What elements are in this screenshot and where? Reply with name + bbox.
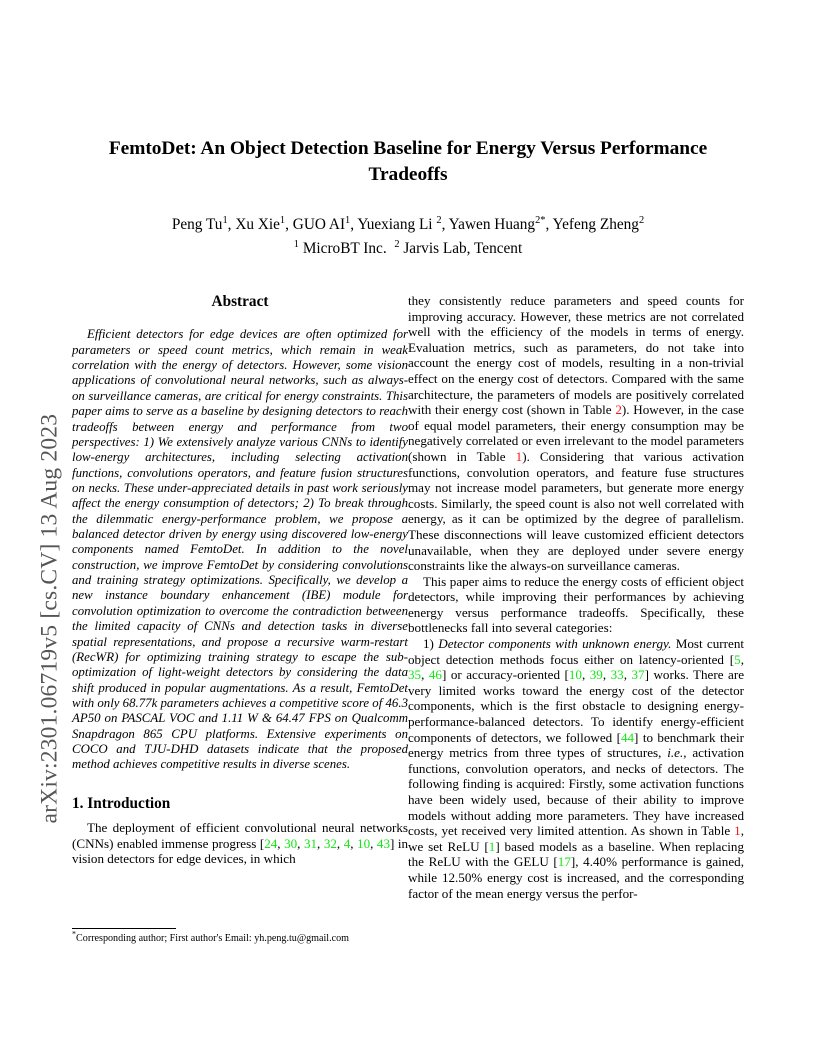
citation-link[interactable]: 5 <box>734 651 741 667</box>
left-column: Abstract Efficient detectors for edge de… <box>72 293 408 867</box>
introduction-paragraph: The deployment of efficient convolutiona… <box>72 820 409 867</box>
footnote-divider <box>72 928 176 929</box>
page-title: FemtoDet: An Object Detection Baseline f… <box>108 138 708 185</box>
right-column: they consistently reduce parameters and … <box>408 293 744 901</box>
para3-text-d: ] to benchmark their energy metrics from… <box>408 729 744 761</box>
para3-italic-lead: Detector components with unknown energy. <box>438 636 672 652</box>
para3-text-c: ] works. There are very limited works to… <box>408 667 745 745</box>
right-paragraph-2: This paper aims to reduce the energy cos… <box>408 573 744 636</box>
intro-text-a: The deployment of efficient convolutiona… <box>72 820 408 851</box>
introduction-heading: 1. Introduction <box>72 794 171 812</box>
para3-text-g: ] based models as a baseline. When repla… <box>408 838 744 870</box>
citation-link[interactable]: 4 <box>343 835 351 851</box>
citation-link[interactable]: 37 <box>631 667 645 683</box>
table-reference-link[interactable]: 1 <box>515 448 523 464</box>
para3-text-h: ], 4.40% performance is gained, while 12… <box>408 854 744 901</box>
footnote-text: *Corresponding author; First author's Em… <box>72 929 408 946</box>
citation-link[interactable]: 33 <box>610 667 624 683</box>
spacer <box>72 314 408 327</box>
author-list: Peng Tu1, Xu Xie1, GUO AI1, Yuexiang Li … <box>72 213 744 261</box>
right-paragraph-1: they consistently reduce parameters and … <box>408 293 744 574</box>
table-reference-link[interactable]: 2 <box>615 402 622 418</box>
citation-link[interactable]: 10 <box>568 667 582 683</box>
intro-text-b: ] in vision detectors for edge devices, … <box>72 835 409 867</box>
citation-link[interactable]: 43 <box>376 835 390 851</box>
citation-link[interactable]: 32 <box>323 835 337 851</box>
para1-text-b: ). However, in the case of equal model p… <box>408 402 744 464</box>
para3-text-e: , activation functions, convolution oper… <box>408 745 744 839</box>
author-name: Yuexiang Li 2 <box>357 214 442 233</box>
affiliation-line: 1 MicroBT Inc. 2 Jarvis Lab, Tencent <box>293 238 523 257</box>
author-name: GUO AI1 <box>292 214 351 233</box>
citation-link[interactable]: 35 <box>408 667 422 683</box>
citation-link[interactable]: 1 <box>488 838 496 854</box>
list-marker: 1) <box>423 636 439 652</box>
para1-text-a: they consistently reduce parameters and … <box>408 293 744 418</box>
author-name: Yefeng Zheng2 <box>552 214 645 233</box>
author-names-line: Peng Tu1, Xu Xie1, GUO AI1, Yuexiang Li … <box>171 214 645 233</box>
citation-link[interactable]: 24 <box>264 835 278 851</box>
citation-link[interactable]: 17 <box>557 854 571 870</box>
table-reference-link[interactable]: 1 <box>734 823 741 839</box>
abstract-paragraph: Efficient detectors for edge devices are… <box>72 327 408 772</box>
citation-link[interactable]: 44 <box>620 729 635 745</box>
citation-link[interactable]: 10 <box>357 835 371 851</box>
author-name: Yawen Huang2* <box>448 214 546 233</box>
para3-text-b: ] or accuracy-oriented [ <box>441 667 569 683</box>
para3-text-f: , we set ReLU [ <box>408 823 744 854</box>
abstract-heading: Abstract <box>211 293 269 310</box>
right-paragraph-3: 1) Detector components with unknown ener… <box>408 636 745 901</box>
footnote: *Corresponding author; First author's Em… <box>72 928 408 946</box>
author-name: Xu Xie1 <box>235 214 286 233</box>
citation-link[interactable]: 30 <box>284 835 298 851</box>
spacer <box>72 773 408 795</box>
para3-text-a: Most current object detection methods fo… <box>408 636 745 667</box>
citation-link[interactable]: 39 <box>589 667 603 683</box>
footnote-marker: * <box>72 929 77 939</box>
citation-link[interactable]: 31 <box>303 835 318 851</box>
title-block: FemtoDet: An Object Detection Baseline f… <box>72 136 744 187</box>
author-name: Peng Tu1 <box>171 214 228 233</box>
para1-text-c: ). Considering that various activation f… <box>408 448 744 574</box>
footnote-body: Corresponding author; First author's Ema… <box>76 933 350 944</box>
para3-ie: i.e. <box>667 745 684 761</box>
citation-link[interactable]: 46 <box>428 667 442 683</box>
